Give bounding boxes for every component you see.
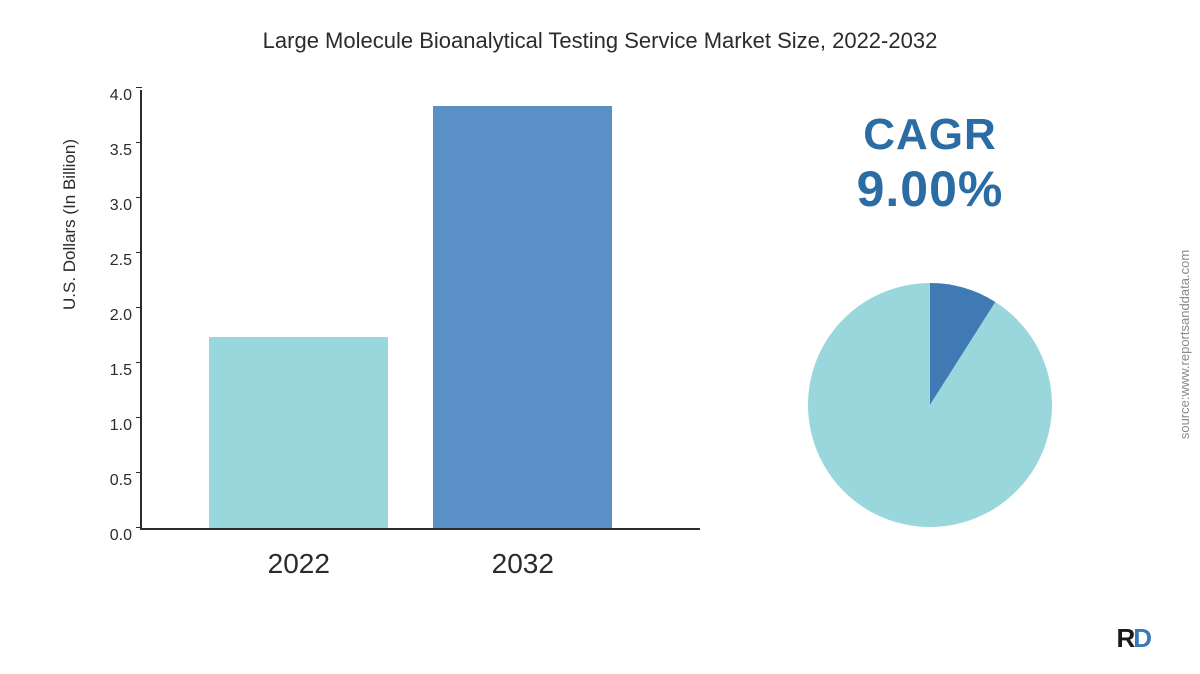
cagr-block: CAGR 9.00% (790, 110, 1070, 218)
y-tick-mark (136, 307, 142, 308)
pie-chart (805, 280, 1055, 530)
bar-chart: 0.00.51.01.52.02.53.03.54.020222032 (140, 90, 700, 530)
y-tick-mark (136, 417, 142, 418)
y-tick-mark (136, 472, 142, 473)
source-attribution: source:www.reportsanddata.com (1177, 250, 1192, 439)
logo-d: D (1133, 623, 1150, 653)
pie-svg (805, 280, 1055, 530)
y-tick-mark (136, 87, 142, 88)
y-tick-mark (136, 527, 142, 528)
cagr-value: 9.00% (790, 160, 1070, 218)
plot-area: 0.00.51.01.52.02.53.03.54.020222032 (140, 90, 700, 530)
bar (209, 337, 388, 528)
bar (433, 106, 612, 528)
y-tick-label: 0.5 (110, 472, 142, 490)
logo-r: R (1116, 623, 1133, 653)
y-tick-label: 0.0 (110, 527, 142, 545)
y-tick-label: 1.0 (110, 417, 142, 435)
brand-logo: RD (1116, 623, 1150, 654)
y-tick-mark (136, 142, 142, 143)
y-tick-mark (136, 197, 142, 198)
chart-title: Large Molecule Bioanalytical Testing Ser… (0, 28, 1200, 54)
y-axis-label: U.S. Dollars (In Billion) (60, 139, 80, 310)
y-tick-label: 2.0 (110, 307, 142, 325)
y-tick-label: 1.5 (110, 362, 142, 380)
pie-slice (808, 283, 1052, 527)
x-tick-label: 2022 (268, 528, 330, 580)
y-tick-mark (136, 252, 142, 253)
x-tick-label: 2032 (492, 528, 554, 580)
y-tick-mark (136, 362, 142, 363)
y-tick-label: 4.0 (110, 87, 142, 105)
y-tick-label: 2.5 (110, 252, 142, 270)
y-tick-label: 3.5 (110, 142, 142, 160)
cagr-label: CAGR (790, 110, 1070, 160)
y-tick-label: 3.0 (110, 197, 142, 215)
